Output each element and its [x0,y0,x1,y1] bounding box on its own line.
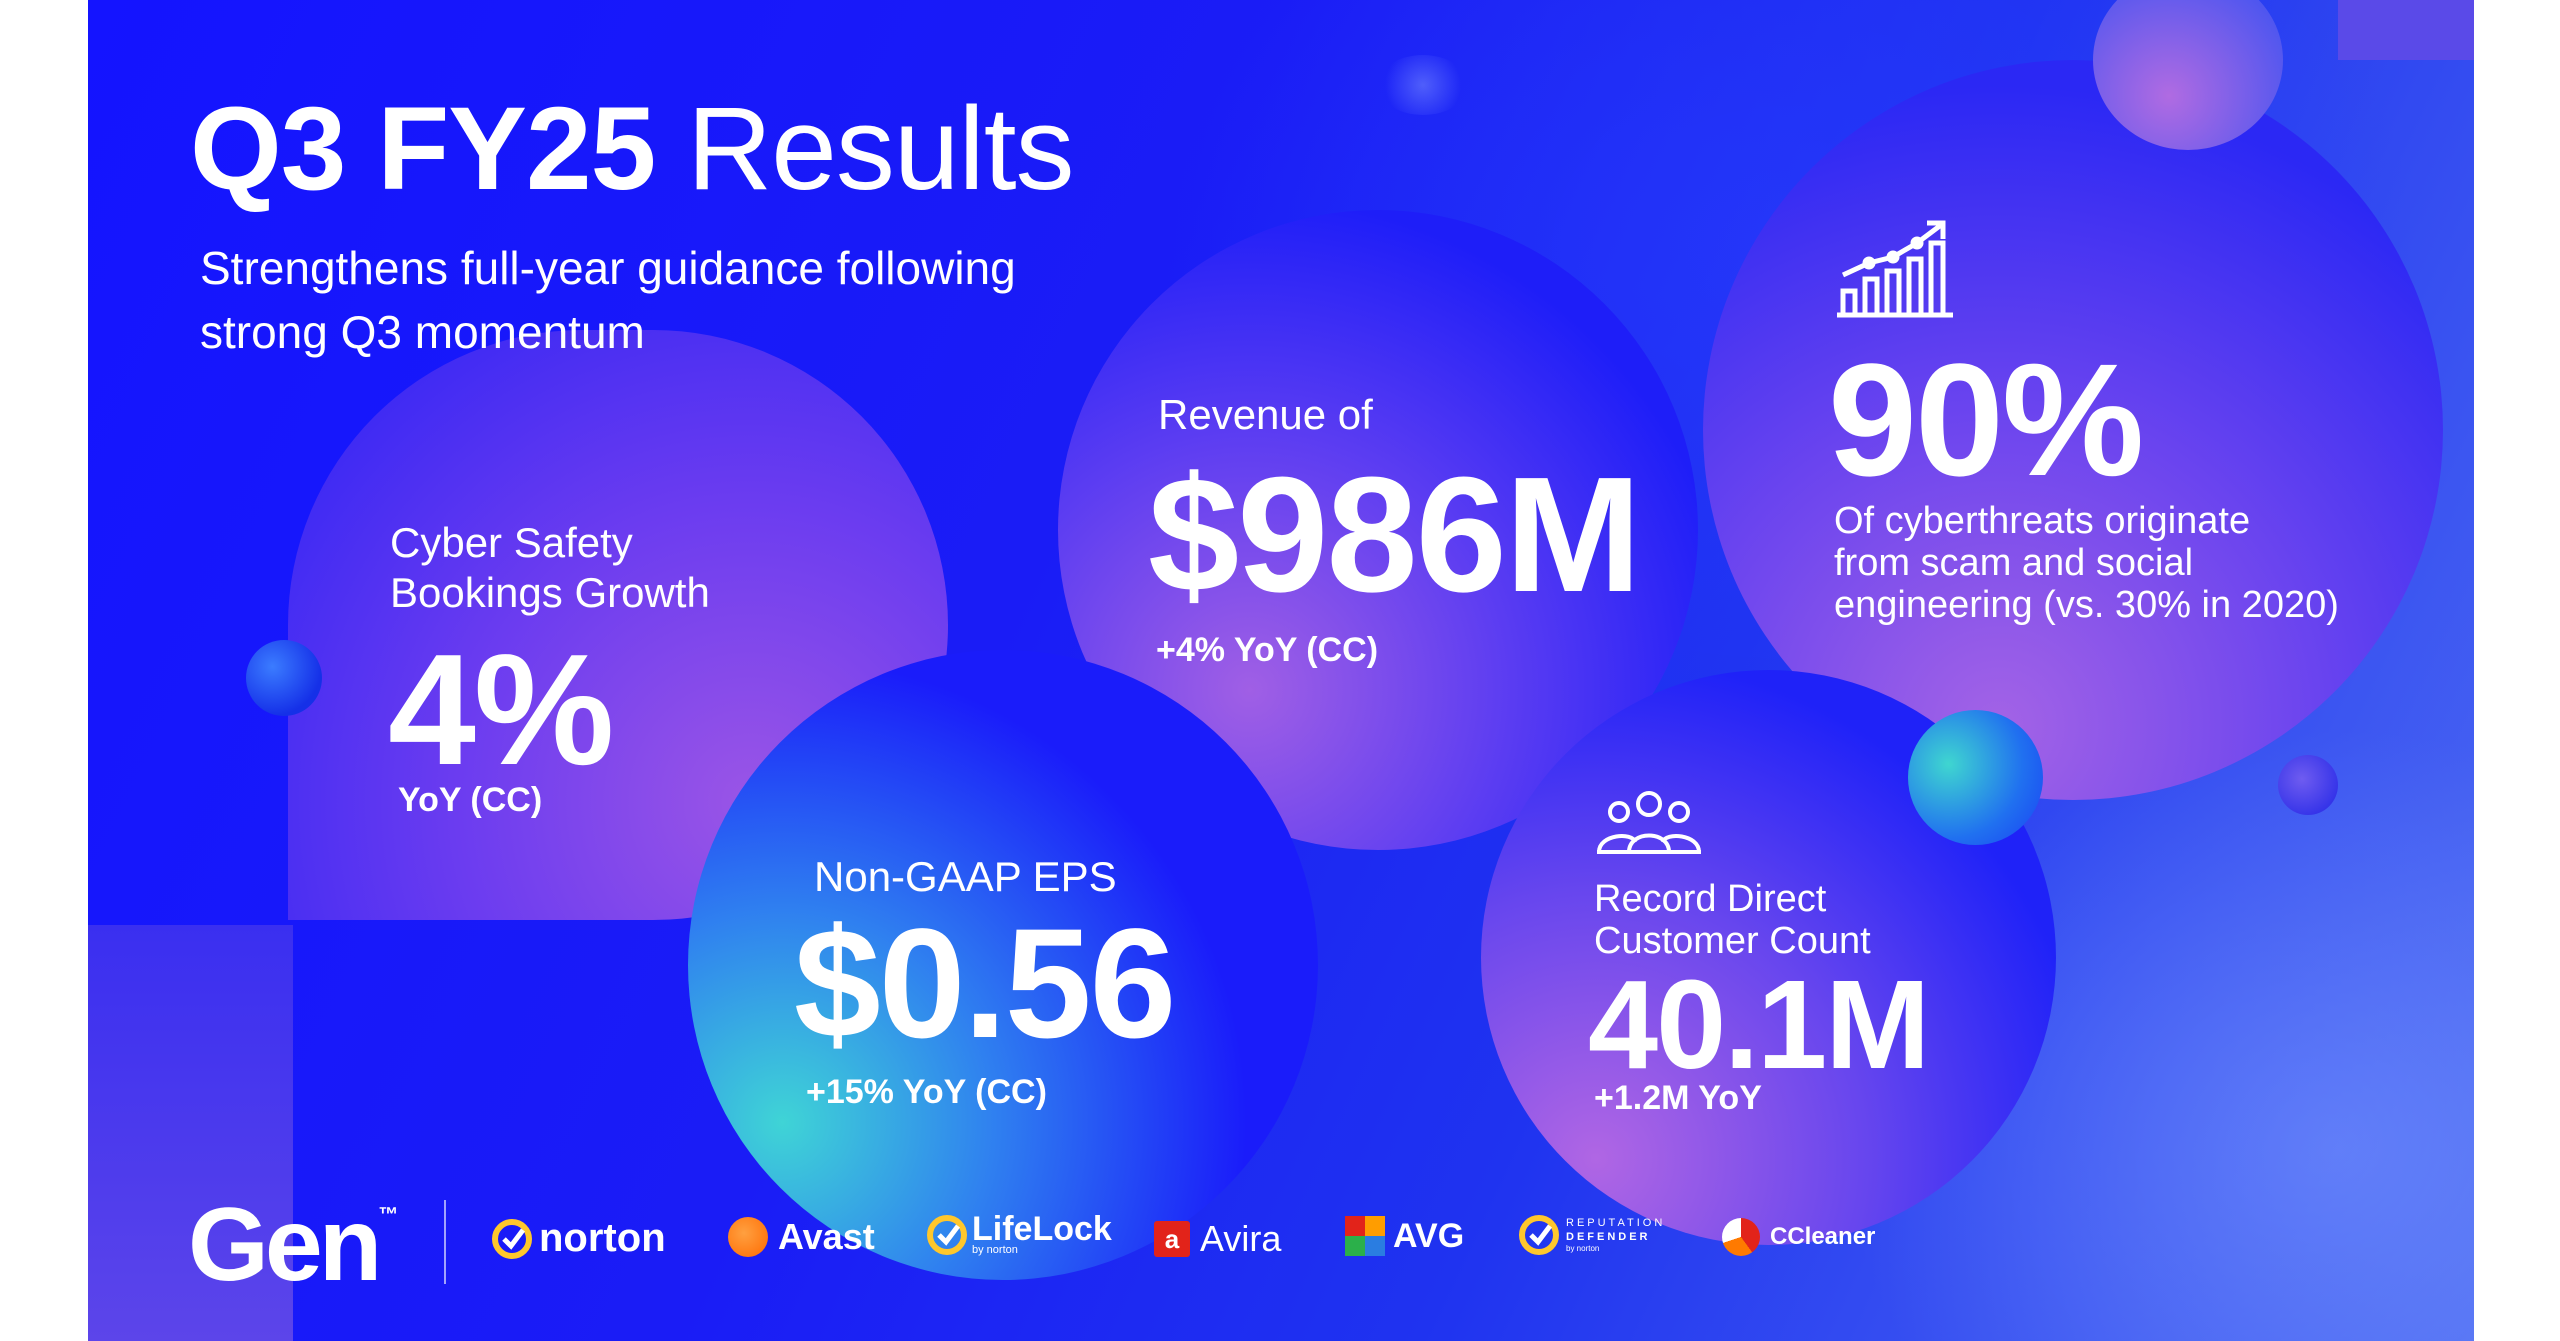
customers-note: +1.2M YoY [1594,1079,1762,1117]
cyberthreats-line-1: Of cyberthreats originate [1834,500,2251,542]
customers-label: Record Direct Customer Count [1594,878,1871,962]
bookings-label-line-1: Cyber Safety [390,519,633,566]
avast-logo: Avast [728,1216,875,1258]
top-right-sphere [2093,0,2283,150]
avg-icon [1345,1216,1385,1256]
logo-divider [444,1200,446,1284]
reputation-check-icon [1519,1215,1559,1255]
cyberthreats-line-3: engineering (vs. 30% in 2020) [1834,584,2339,626]
lifelock-sub-text: by norton [972,1244,1018,1256]
small-blue-sphere [246,640,322,716]
faint-sphere [1378,55,1468,115]
teal-sphere [1908,710,2043,845]
eps-note: +15% YoY (CC) [806,1073,1047,1111]
avast-logo-text: Avast [778,1216,875,1257]
reputation-sub-text: by norton [1566,1244,1600,1253]
gen-logo-tm: ™ [378,1204,399,1226]
avira-logo-text: Avira [1200,1218,1282,1259]
top-right-block [2338,0,2474,60]
ccleaner-logo: CCleaner [1722,1218,1875,1256]
people-group-icon [1597,791,1701,854]
avira-logo: a Avira [1154,1218,1281,1260]
gen-logo-text: Gen [188,1187,382,1303]
customers-value: 40.1M [1588,954,1930,1095]
cyberthreats-value: 90% [1828,330,2144,509]
bookings-label: Cyber Safety Bookings Growth [390,518,710,618]
page-title: Q3 FY25 Results [190,90,1075,208]
bookings-note: YoY (CC) [398,781,543,819]
customers-label-line-1: Record Direct [1594,878,1827,920]
lifelock-logo: LifeLock by norton [926,1210,1112,1256]
title-bold: Q3 FY25 [190,83,656,215]
ccleaner-logo-text: CCleaner [1770,1223,1876,1250]
brand-logo-strip: Gen ™ norton Avast LifeLock by norton [88,1180,2474,1303]
revenue-label: Revenue of [1158,391,1373,438]
reputation-line-1: REPUTATION [1566,1217,1666,1229]
avg-logo-text: AVG [1393,1216,1465,1255]
reputation-line-2: DEFENDER [1566,1231,1651,1243]
norton-logo: norton [491,1216,666,1261]
bookings-value: 4% [388,622,614,798]
avira-icon: a [1154,1221,1190,1257]
ccleaner-icon [1722,1218,1760,1256]
lower-left-block [88,925,293,1341]
title-light: Results [687,83,1074,215]
results-infographic: Q3 FY25 Results Strengthens full-year gu… [88,0,2474,1341]
customers-label-line-2: Customer Count [1594,920,1871,962]
avast-icon [728,1217,768,1257]
bookings-label-line-2: Bookings Growth [390,569,710,616]
norton-check-icon [492,1218,532,1259]
small-purple-sphere [2278,755,2338,815]
cyberthreats-description: Of cyberthreats originate from scam and … [1834,500,2339,626]
reputation-defender-logo: REPUTATION DEFENDER by norton [1518,1214,1665,1256]
lifelock-logo-text: LifeLock [972,1210,1112,1248]
avg-logo: AVG [1345,1216,1464,1256]
revenue-value: $986M [1148,443,1641,626]
norton-logo-text: norton [539,1216,666,1260]
subtitle-line-1: Strengthens full-year guidance following [200,242,1016,294]
eps-value: $0.56 [794,897,1176,1071]
gen-logo: Gen ™ [188,1186,398,1305]
eps-bubble [688,650,1318,1280]
eps-label: Non-GAAP EPS [814,853,1117,900]
page-subtitle: Strengthens full-year guidance following… [200,236,1250,364]
subtitle-line-2: strong Q3 momentum [200,306,645,358]
growth-chart-icon [1837,220,1953,318]
lifelock-check-icon [927,1215,967,1255]
revenue-note: +4% YoY (CC) [1156,631,1379,669]
cyberthreats-line-2: from scam and social [1834,542,2194,584]
